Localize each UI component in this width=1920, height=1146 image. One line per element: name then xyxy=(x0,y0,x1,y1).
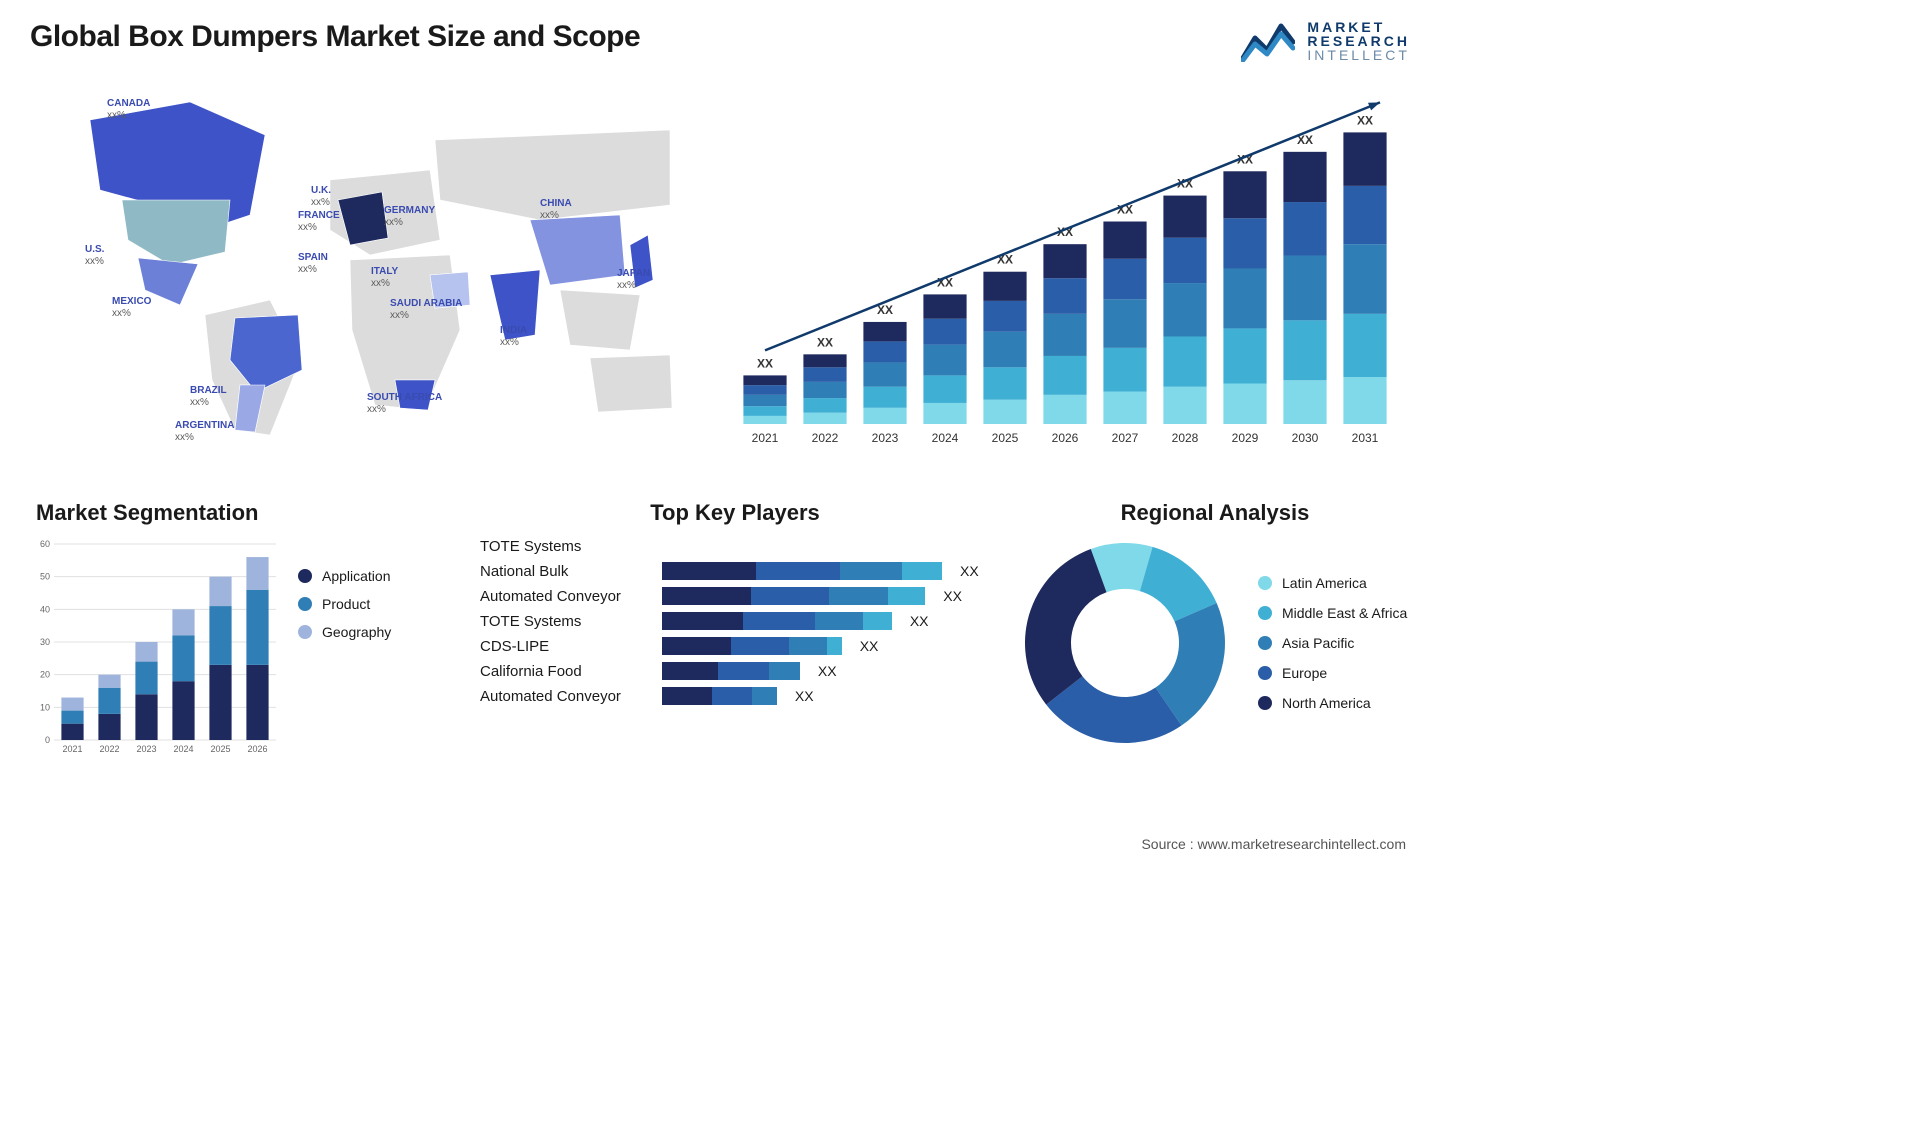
svg-text:20: 20 xyxy=(40,670,50,680)
brand-logo: MARKET RESEARCH INTELLECT xyxy=(1241,20,1410,62)
segmentation-legend: Application Product Geography xyxy=(298,568,391,760)
regional-panel: Regional Analysis Latin America Middle Ea… xyxy=(1020,500,1410,770)
player-name: Automated Conveyor xyxy=(480,588,650,605)
svg-text:2028: 2028 xyxy=(1172,431,1199,445)
player-value: XX xyxy=(954,563,979,579)
svg-text:40: 40 xyxy=(40,604,50,614)
map-label: ARGENTINAxx% xyxy=(175,420,234,443)
svg-text:2021: 2021 xyxy=(752,431,779,445)
svg-text:2023: 2023 xyxy=(872,431,899,445)
legend-item: Geography xyxy=(298,624,391,640)
svg-text:2022: 2022 xyxy=(99,744,119,754)
regional-legend: Latin America Middle East & Africa Asia Pa… xyxy=(1258,575,1407,711)
map-label: ITALYxx% xyxy=(371,266,398,289)
player-row: TOTE Systems xyxy=(480,538,990,555)
svg-text:2026: 2026 xyxy=(1052,431,1079,445)
legend-item: Latin America xyxy=(1258,575,1407,591)
svg-text:XX: XX xyxy=(757,356,773,370)
player-bar xyxy=(662,562,942,580)
map-label: SAUDI ARABIAxx% xyxy=(390,298,462,321)
map-label: JAPANxx% xyxy=(617,268,650,291)
brand-line3: INTELLECT xyxy=(1307,48,1410,62)
svg-text:2024: 2024 xyxy=(173,744,193,754)
svg-text:2025: 2025 xyxy=(992,431,1019,445)
svg-text:2022: 2022 xyxy=(812,431,839,445)
player-row: California Food XX xyxy=(480,662,990,680)
svg-text:0: 0 xyxy=(45,735,50,745)
player-row: TOTE Systems XX xyxy=(480,612,990,630)
svg-text:2024: 2024 xyxy=(932,431,959,445)
segmentation-panel: Market Segmentation 0 10 20 30 40 50 60 2021 202… xyxy=(30,500,450,770)
player-name: National Bulk xyxy=(480,563,650,580)
svg-text:2031: 2031 xyxy=(1352,431,1379,445)
legend-item: Application xyxy=(298,568,391,584)
player-bar xyxy=(662,612,892,630)
map-label: SPAINxx% xyxy=(298,252,328,275)
svg-text:2027: 2027 xyxy=(1112,431,1139,445)
svg-text:2021: 2021 xyxy=(62,744,82,754)
player-value: XX xyxy=(937,588,962,604)
player-row: National Bulk XX xyxy=(480,562,990,580)
player-value: XX xyxy=(854,638,879,654)
player-name: TOTE Systems xyxy=(480,538,650,555)
player-value: XX xyxy=(904,613,929,629)
map-label: BRAZILxx% xyxy=(190,385,227,408)
player-value: XX xyxy=(789,688,814,704)
map-label: U.K.xx% xyxy=(311,185,331,208)
player-row: CDS-LIPE XX xyxy=(480,637,990,655)
player-bar xyxy=(662,662,800,680)
brand-line1: MARKET xyxy=(1307,20,1410,34)
legend-item: Product xyxy=(298,596,391,612)
brand-mark-icon xyxy=(1241,20,1295,62)
world-map xyxy=(30,80,690,435)
world-map-panel: CANADAxx% U.S.xx% MEXICOxx% BRAZILxx% ARGENT… xyxy=(30,80,690,470)
legend-item: North America xyxy=(1258,695,1407,711)
map-label: MEXICOxx% xyxy=(112,296,151,319)
svg-text:60: 60 xyxy=(40,539,50,549)
svg-text:10: 10 xyxy=(40,702,50,712)
growth-bar-chart: XX2021XX2022XX2023XX2024XX2025XX2026XX20… xyxy=(720,80,1410,460)
player-bar xyxy=(662,687,777,705)
page-title: Global Box Dumpers Market Size and Scope xyxy=(30,20,640,54)
map-label: CHINAxx% xyxy=(540,198,572,221)
player-bar xyxy=(662,587,925,605)
player-bar xyxy=(662,637,842,655)
legend-item: Asia Pacific xyxy=(1258,635,1407,651)
svg-text:2026: 2026 xyxy=(247,744,267,754)
player-name: CDS-LIPE xyxy=(480,638,650,655)
map-label: INDIAxx% xyxy=(500,325,527,348)
map-label: FRANCExx% xyxy=(298,210,340,233)
regional-donut-chart xyxy=(1020,538,1230,748)
svg-text:50: 50 xyxy=(40,572,50,582)
svg-text:XX: XX xyxy=(1357,113,1373,127)
svg-text:30: 30 xyxy=(40,637,50,647)
svg-text:2023: 2023 xyxy=(136,744,156,754)
key-players-list: TOTE SystemsNational BulkXXAutomated Con… xyxy=(480,538,990,705)
segmentation-bar-chart: 0 10 20 30 40 50 60 2021 2022 2023 2024 2025 2026 xyxy=(30,538,280,760)
svg-text:2025: 2025 xyxy=(210,744,230,754)
regional-title: Regional Analysis xyxy=(1020,500,1410,526)
segmentation-title: Market Segmentation xyxy=(36,500,450,526)
legend-item: Middle East & Africa xyxy=(1258,605,1407,621)
player-value: XX xyxy=(812,663,837,679)
key-players-panel: Top Key Players TOTE Systems National Bul… xyxy=(480,500,990,770)
brand-line2: RESEARCH xyxy=(1307,34,1410,48)
growth-chart-panel: XX2021XX2022XX2023XX2024XX2025XX2026XX20… xyxy=(720,80,1410,470)
svg-text:2029: 2029 xyxy=(1232,431,1259,445)
player-name: TOTE Systems xyxy=(480,613,650,630)
svg-text:XX: XX xyxy=(817,335,833,349)
key-players-title: Top Key Players xyxy=(480,500,990,526)
legend-item: Europe xyxy=(1258,665,1407,681)
player-name: California Food xyxy=(480,663,650,680)
map-label: U.S.xx% xyxy=(85,244,104,267)
svg-text:2030: 2030 xyxy=(1292,431,1319,445)
source-footer: Source : www.marketresearchintellect.com xyxy=(1141,836,1406,852)
map-label: SOUTH AFRICAxx% xyxy=(367,392,442,415)
player-name: Automated Conveyor xyxy=(480,688,650,705)
map-label: GERMANYxx% xyxy=(384,205,435,228)
map-label: CANADAxx% xyxy=(107,98,150,121)
player-row: Automated Conveyor XX xyxy=(480,687,990,705)
player-row: Automated Conveyor XX xyxy=(480,587,990,605)
